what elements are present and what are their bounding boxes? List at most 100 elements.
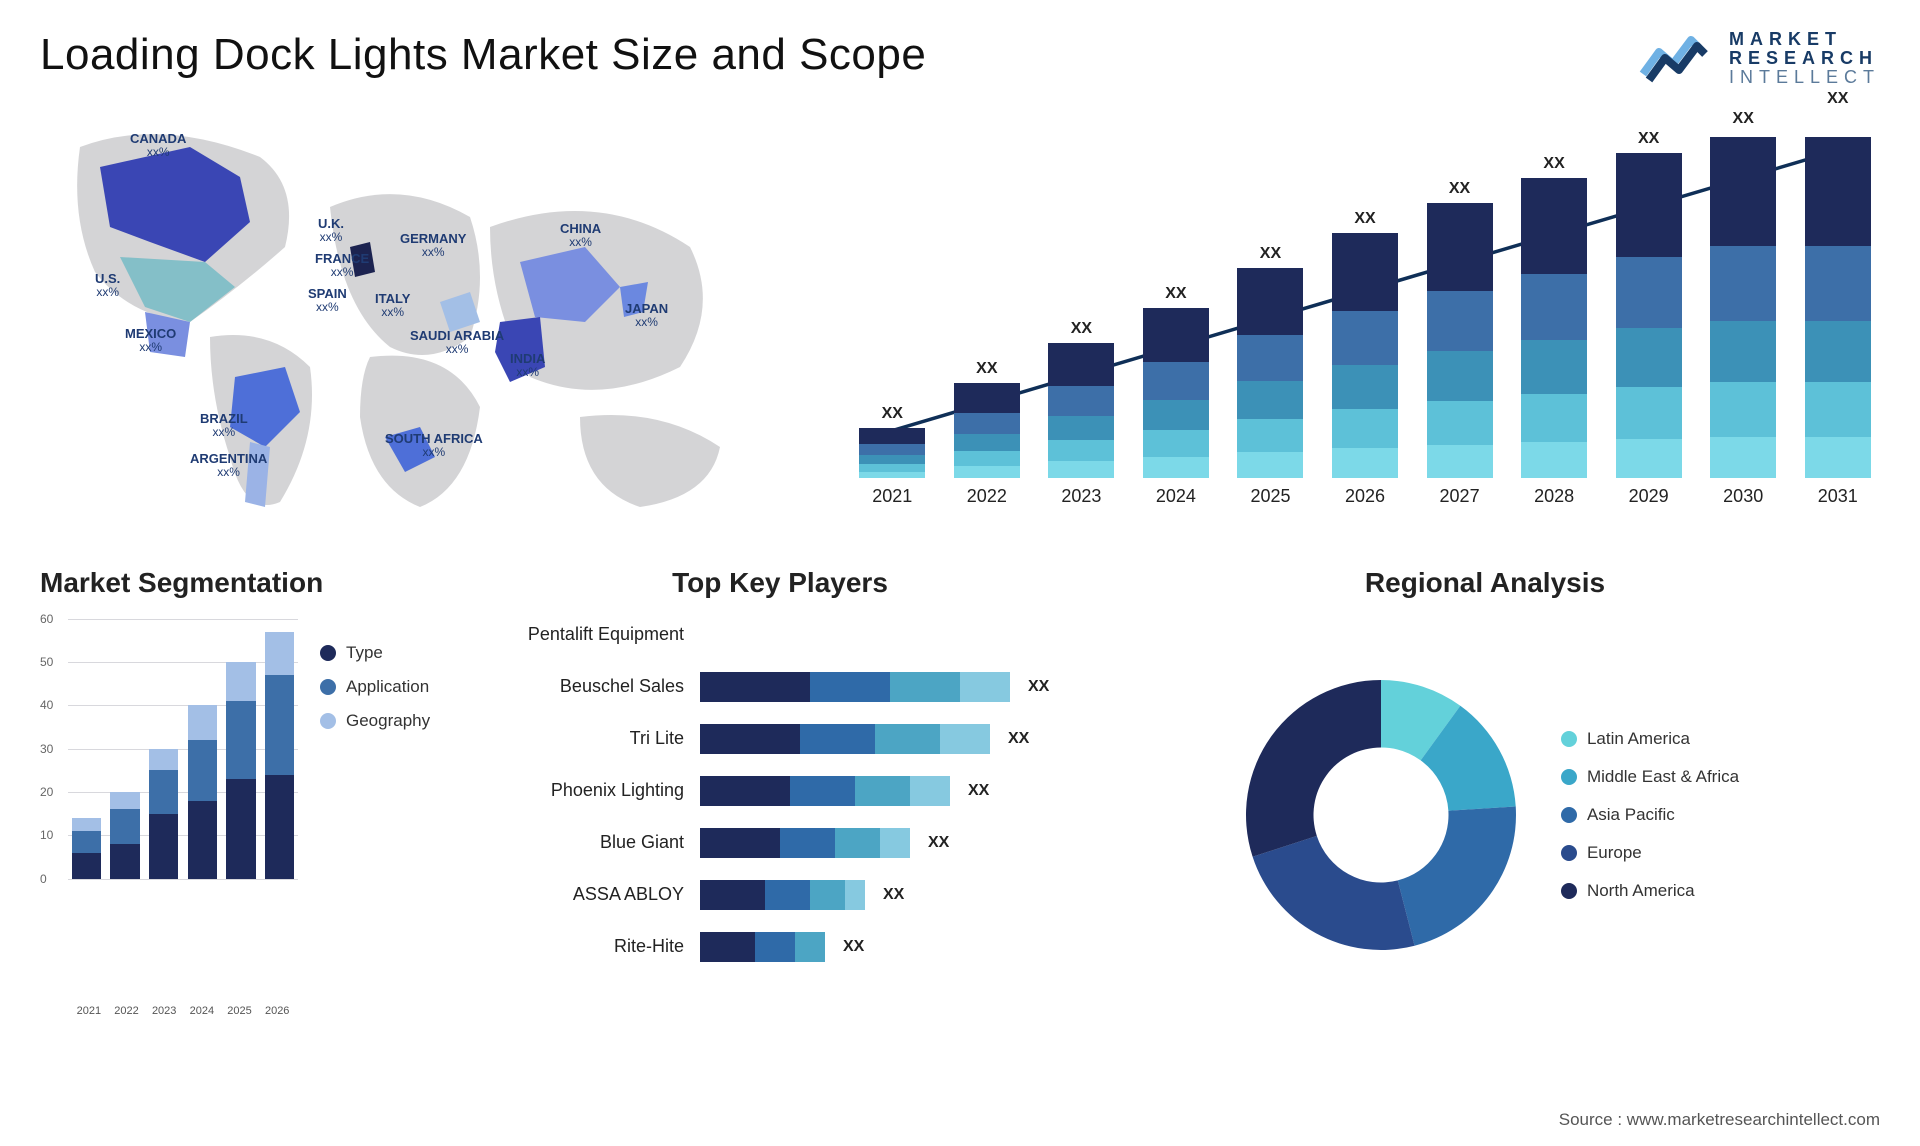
page-title: Loading Dock Lights Market Size and Scop… xyxy=(40,30,926,80)
legend-label: Middle East & Africa xyxy=(1587,767,1739,787)
kp-value: XX xyxy=(968,782,989,800)
kp-name: Blue Giant xyxy=(510,832,690,853)
kp-value: XX xyxy=(1008,730,1029,748)
map-label-argentina: ARGENTINAxx% xyxy=(190,452,267,479)
kp-name: Pentalift Equipment xyxy=(510,624,690,645)
world-map-panel: CANADAxx%U.S.xx%MEXICOxx%BRAZILxx%ARGENT… xyxy=(40,107,780,537)
key-players-panel: Top Key Players Pentalift Equipment Beusc… xyxy=(500,567,1060,1017)
main-bar-year: 2029 xyxy=(1629,486,1669,507)
legend-dot-icon xyxy=(1561,883,1577,899)
main-bar-2022: XX 2022 xyxy=(945,137,1030,507)
legend-dot-icon xyxy=(320,713,336,729)
logo-mark-icon xyxy=(1639,30,1719,86)
donut-slice xyxy=(1398,806,1516,945)
seg-xlabel: 2026 xyxy=(258,1005,296,1017)
kp-bar xyxy=(700,672,1010,702)
segmentation-title: Market Segmentation xyxy=(40,567,470,599)
main-bar-value: XX xyxy=(1733,110,1754,128)
main-bar-2031: XX2031 xyxy=(1795,137,1880,507)
segmentation-legend: Type Application Geography xyxy=(320,613,430,1017)
main-bar-2025: XX2025 xyxy=(1228,137,1313,507)
regional-legend-item: Europe xyxy=(1561,843,1739,863)
regional-title: Regional Analysis xyxy=(1090,567,1880,599)
main-bar-2028: XX2028 xyxy=(1512,137,1597,507)
map-label-saudiarabia: SAUDI ARABIAxx% xyxy=(410,329,504,356)
seg-bar-2026 xyxy=(263,619,296,879)
seg-ytick: 40 xyxy=(40,698,53,712)
map-label-germany: GERMANYxx% xyxy=(400,232,466,259)
map-label-mexico: MEXICOxx% xyxy=(125,327,176,354)
legend-label: Geography xyxy=(346,711,430,731)
key-players-title: Top Key Players xyxy=(500,567,1060,599)
seg-ytick: 50 xyxy=(40,655,53,669)
legend-dot-icon xyxy=(1561,845,1577,861)
seg-xlabel: 2025 xyxy=(221,1005,259,1017)
main-bar-value: XX xyxy=(1449,180,1470,198)
brand-logo: MARKET RESEARCH INTELLECT xyxy=(1639,30,1880,87)
regional-legend-item: North America xyxy=(1561,881,1739,901)
main-bar-year: 2022 xyxy=(967,486,1007,507)
main-bar-value: XX xyxy=(1165,285,1186,303)
regional-panel: Regional Analysis Latin America Middle Ea… xyxy=(1090,567,1880,1017)
main-bar-year: 2026 xyxy=(1345,486,1385,507)
main-bar-value: XX xyxy=(1071,320,1092,338)
main-bar-year: 2027 xyxy=(1440,486,1480,507)
source-text: Source : www.marketresearchintellect.com xyxy=(1559,1110,1880,1130)
seg-ytick: 60 xyxy=(40,612,53,626)
kp-row: Rite-HiteXX xyxy=(510,925,1060,969)
regional-donut-chart xyxy=(1231,665,1531,965)
kp-value: XX xyxy=(883,886,904,904)
main-bar-2029: XX2029 xyxy=(1606,137,1691,507)
kp-row: Beuschel Sales XX xyxy=(510,665,1060,709)
map-label-italy: ITALYxx% xyxy=(375,292,410,319)
main-bar-value: XX xyxy=(1543,155,1564,173)
main-bar-2026: XX2026 xyxy=(1323,137,1408,507)
kp-bar xyxy=(700,724,990,754)
legend-dot-icon xyxy=(320,679,336,695)
map-label-france: FRANCExx% xyxy=(315,252,369,279)
kp-name: Rite-Hite xyxy=(510,936,690,957)
map-label-southafrica: SOUTH AFRICAxx% xyxy=(385,432,483,459)
kp-value: XX xyxy=(1028,678,1049,696)
segmentation-panel: Market Segmentation 01020304050602021202… xyxy=(40,567,470,1017)
map-label-india: INDIAxx% xyxy=(510,352,545,379)
main-bar-value: XX xyxy=(882,405,903,423)
kp-name: Beuschel Sales xyxy=(510,676,690,697)
donut-slice xyxy=(1253,836,1415,950)
kp-bar xyxy=(700,880,865,910)
seg-bar-2022 xyxy=(109,619,142,879)
kp-row: ASSA ABLOY XX xyxy=(510,873,1060,917)
seg-bar-2023 xyxy=(147,619,180,879)
seg-legend-item: Type xyxy=(320,643,430,663)
main-bar-value: XX xyxy=(976,360,997,378)
regional-legend: Latin America Middle East & Africa Asia Pa… xyxy=(1561,729,1739,901)
donut-slice xyxy=(1246,680,1381,857)
kp-row: Tri Lite XX xyxy=(510,717,1060,761)
main-bar-year: 2025 xyxy=(1250,486,1290,507)
legend-dot-icon xyxy=(320,645,336,661)
kp-name: Tri Lite xyxy=(510,728,690,749)
seg-ytick: 10 xyxy=(40,828,53,842)
legend-label: Application xyxy=(346,677,429,697)
kp-row: Pentalift Equipment xyxy=(510,613,1060,657)
legend-dot-icon xyxy=(1561,731,1577,747)
main-bar-2021: XX2021 xyxy=(850,137,935,507)
map-label-japan: JAPANxx% xyxy=(625,302,668,329)
map-label-spain: SPAINxx% xyxy=(308,287,347,314)
seg-ytick: 30 xyxy=(40,742,53,756)
main-bar-2023: XX2023 xyxy=(1039,137,1124,507)
main-bar-value: XX xyxy=(1638,130,1659,148)
seg-xlabel: 2021 xyxy=(70,1005,108,1017)
seg-bar-2021 xyxy=(70,619,103,879)
world-map-icon xyxy=(40,107,780,537)
legend-label: Type xyxy=(346,643,383,663)
seg-legend-item: Geography xyxy=(320,711,430,731)
legend-label: North America xyxy=(1587,881,1695,901)
regional-legend-item: Middle East & Africa xyxy=(1561,767,1739,787)
kp-name: ASSA ABLOY xyxy=(510,884,690,905)
map-label-us: U.S.xx% xyxy=(95,272,120,299)
regional-legend-item: Asia Pacific xyxy=(1561,805,1739,825)
legend-label: Europe xyxy=(1587,843,1642,863)
main-bar-chart: XX2021XX2022XX2023XX2024XX2025XX2026XX20… xyxy=(810,107,1880,537)
legend-label: Latin America xyxy=(1587,729,1690,749)
